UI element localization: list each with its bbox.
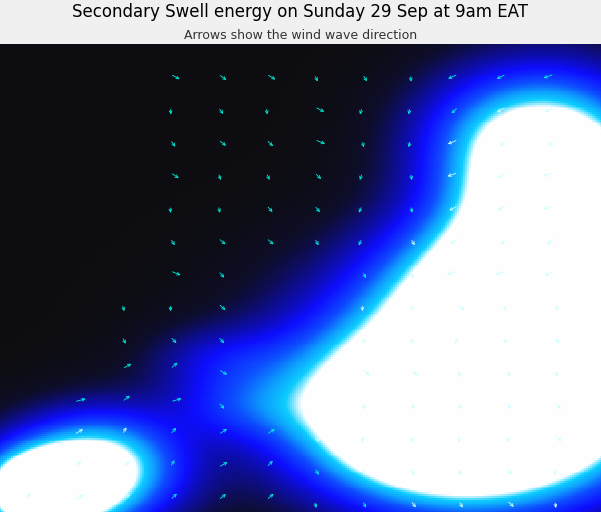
Text: Secondary Swell energy on Sunday 29 Sep at 9am EAT: Secondary Swell energy on Sunday 29 Sep … bbox=[73, 3, 528, 21]
Text: Arrows show the wind wave direction: Arrows show the wind wave direction bbox=[184, 29, 417, 42]
